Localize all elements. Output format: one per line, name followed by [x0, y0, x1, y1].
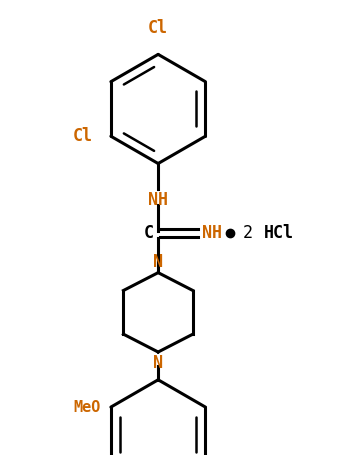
- Text: N: N: [153, 354, 163, 372]
- Text: C: C: [144, 224, 154, 242]
- Text: NH: NH: [148, 191, 168, 209]
- Text: Cl: Cl: [73, 127, 93, 145]
- Text: MeO: MeO: [74, 399, 101, 414]
- Text: NH: NH: [202, 224, 222, 242]
- Text: N: N: [153, 253, 163, 271]
- Text: HCl: HCl: [264, 224, 294, 242]
- Text: 2: 2: [243, 224, 252, 242]
- Text: Cl: Cl: [148, 19, 168, 37]
